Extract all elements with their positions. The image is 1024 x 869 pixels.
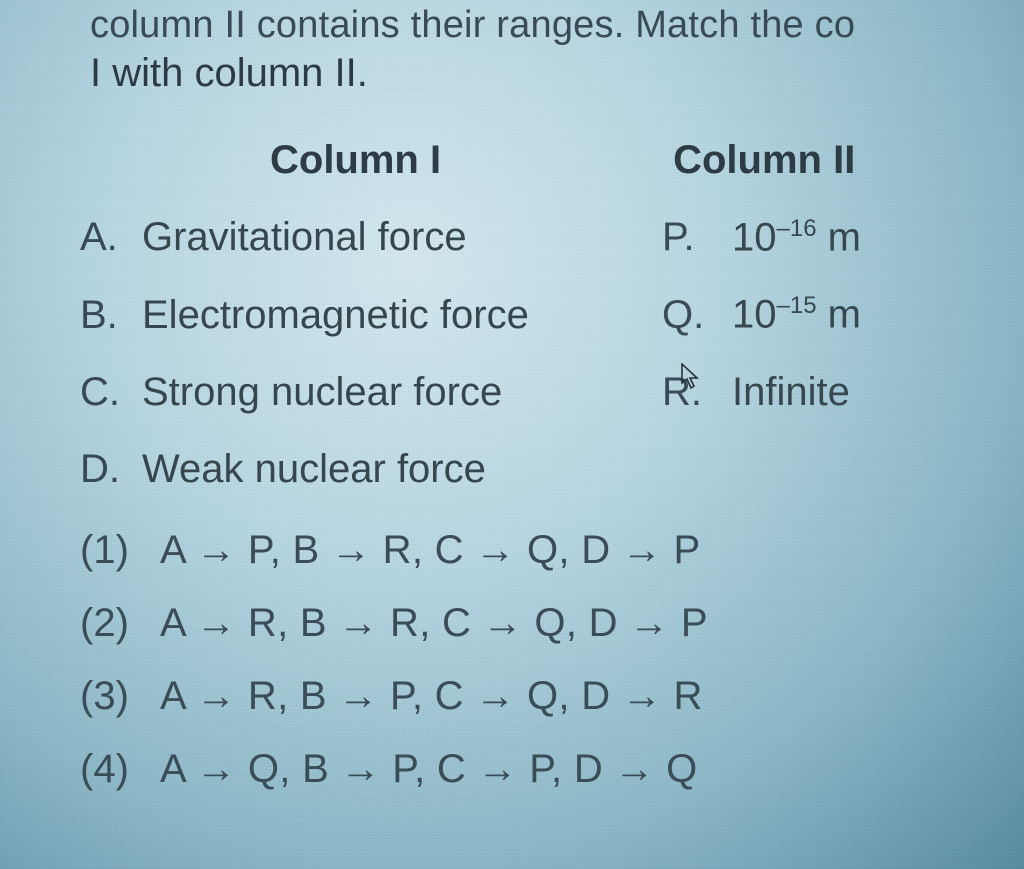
row-label-b: Q. [662, 293, 732, 338]
row-col1: Weak nuclear force [142, 447, 662, 492]
row-col2: Infinite [732, 370, 850, 415]
row-col2: 10–15 m [732, 292, 861, 337]
row-label-b: R. [662, 370, 732, 415]
table-row: C. Strong nuclear force R. Infinite [40, 370, 1004, 415]
column-1-header: Column I [270, 138, 441, 183]
row-label-b: P. [662, 215, 732, 260]
value-exponent: –15 [777, 292, 817, 319]
option-number: (2) [80, 601, 160, 646]
table-row: B. Electromagnetic force Q. 10–15 m [40, 292, 1004, 337]
table-row: A. Gravitational force P. 10–16 m [40, 215, 1004, 260]
row-label-a: C. [80, 370, 142, 415]
match-rows: A. Gravitational force P. 10–16 m B. Ele… [40, 215, 1004, 492]
value-prefix: 10 [732, 293, 777, 337]
option-2[interactable]: (2) A → R, B → R, C → Q, D → P [80, 601, 1004, 646]
table-row: D. Weak nuclear force [40, 447, 1004, 492]
option-text: A → R, B → P, C → Q, D → R [160, 674, 703, 719]
value-suffix: m [817, 293, 861, 337]
option-1[interactable]: (1) A → P, B → R, C → Q, D → P [80, 528, 1004, 573]
intro-line-2: I with column II. [90, 51, 1004, 96]
row-col2: 10–16 m [732, 215, 861, 260]
option-text: A → Q, B → P, C → P, D → Q [160, 747, 698, 792]
value-exponent: –16 [777, 215, 817, 242]
option-3[interactable]: (3) A → R, B → P, C → Q, D → R [80, 674, 1004, 719]
option-number: (4) [80, 747, 160, 792]
row-col1: Strong nuclear force [142, 370, 662, 415]
value-suffix: m [817, 215, 861, 259]
row-label-a: A. [80, 215, 142, 260]
row-col1: Electromagnetic force [142, 293, 662, 338]
option-number: (3) [80, 674, 160, 719]
answer-options: (1) A → P, B → R, C → Q, D → P (2) A → R… [40, 528, 1004, 792]
row-label-a: B. [80, 293, 142, 338]
option-text: A → P, B → R, C → Q, D → P [160, 528, 701, 573]
option-4[interactable]: (4) A → Q, B → P, C → P, D → Q [80, 747, 1004, 792]
row-col1: Gravitational force [142, 215, 662, 260]
column-2-header: Column II [673, 138, 855, 183]
column-headers: Column I Column II [40, 138, 1004, 183]
option-number: (1) [80, 528, 160, 573]
intro-line-1: column II contains their ranges. Match t… [90, 4, 1004, 47]
option-text: A → R, B → R, C → Q, D → P [160, 601, 708, 646]
row-label-a: D. [80, 447, 142, 492]
value-prefix: 10 [732, 215, 777, 259]
